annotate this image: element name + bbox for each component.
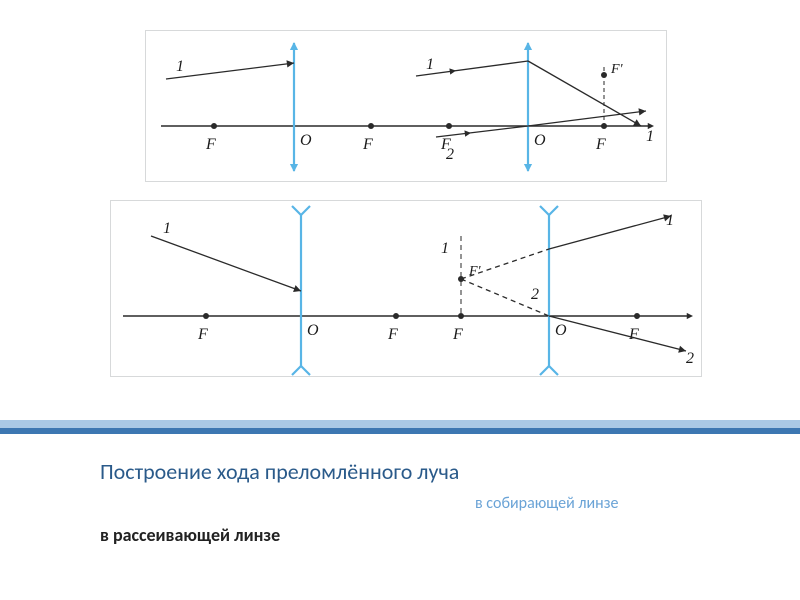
svg-text:F: F <box>205 136 216 153</box>
svg-text:1: 1 <box>646 128 654 145</box>
svg-text:F: F <box>197 326 208 343</box>
svg-text:1: 1 <box>176 58 184 75</box>
separator-dark <box>0 428 800 434</box>
separator-light <box>0 420 800 428</box>
svg-text:2: 2 <box>446 146 454 163</box>
svg-text:F: F <box>595 136 606 153</box>
svg-text:2: 2 <box>686 350 694 367</box>
svg-text:1: 1 <box>426 56 434 73</box>
svg-text:F': F' <box>468 264 482 279</box>
figure-diverging-lens: F F F F O O 1 F' 1 2 1 2 <box>110 200 702 377</box>
svg-text:1: 1 <box>441 240 449 257</box>
svg-text:O: O <box>307 322 319 339</box>
figure-converging-lens: FFFFOO1F'121 <box>145 30 667 182</box>
svg-text:F: F <box>362 136 373 153</box>
svg-text:F': F' <box>610 62 624 77</box>
svg-text:1: 1 <box>163 220 171 237</box>
svg-text:2: 2 <box>531 286 539 303</box>
svg-text:F: F <box>628 326 639 343</box>
svg-text:F: F <box>452 326 463 343</box>
slide-body-text: в рассеивающей линзе <box>100 524 280 546</box>
svg-text:1: 1 <box>666 212 674 229</box>
svg-text:O: O <box>300 132 312 149</box>
slide-title: Построение хода преломлённого луча <box>100 458 459 485</box>
svg-text:F: F <box>387 326 398 343</box>
svg-text:O: O <box>555 322 567 339</box>
slide-subtitle: в собирающей линзе <box>475 494 618 513</box>
svg-text:O: O <box>534 132 546 149</box>
slide: F F F F O O 1 F' 1 2 1 F F F F O O 1 F' 1 2 1 2 Построение хо… <box>0 0 800 600</box>
